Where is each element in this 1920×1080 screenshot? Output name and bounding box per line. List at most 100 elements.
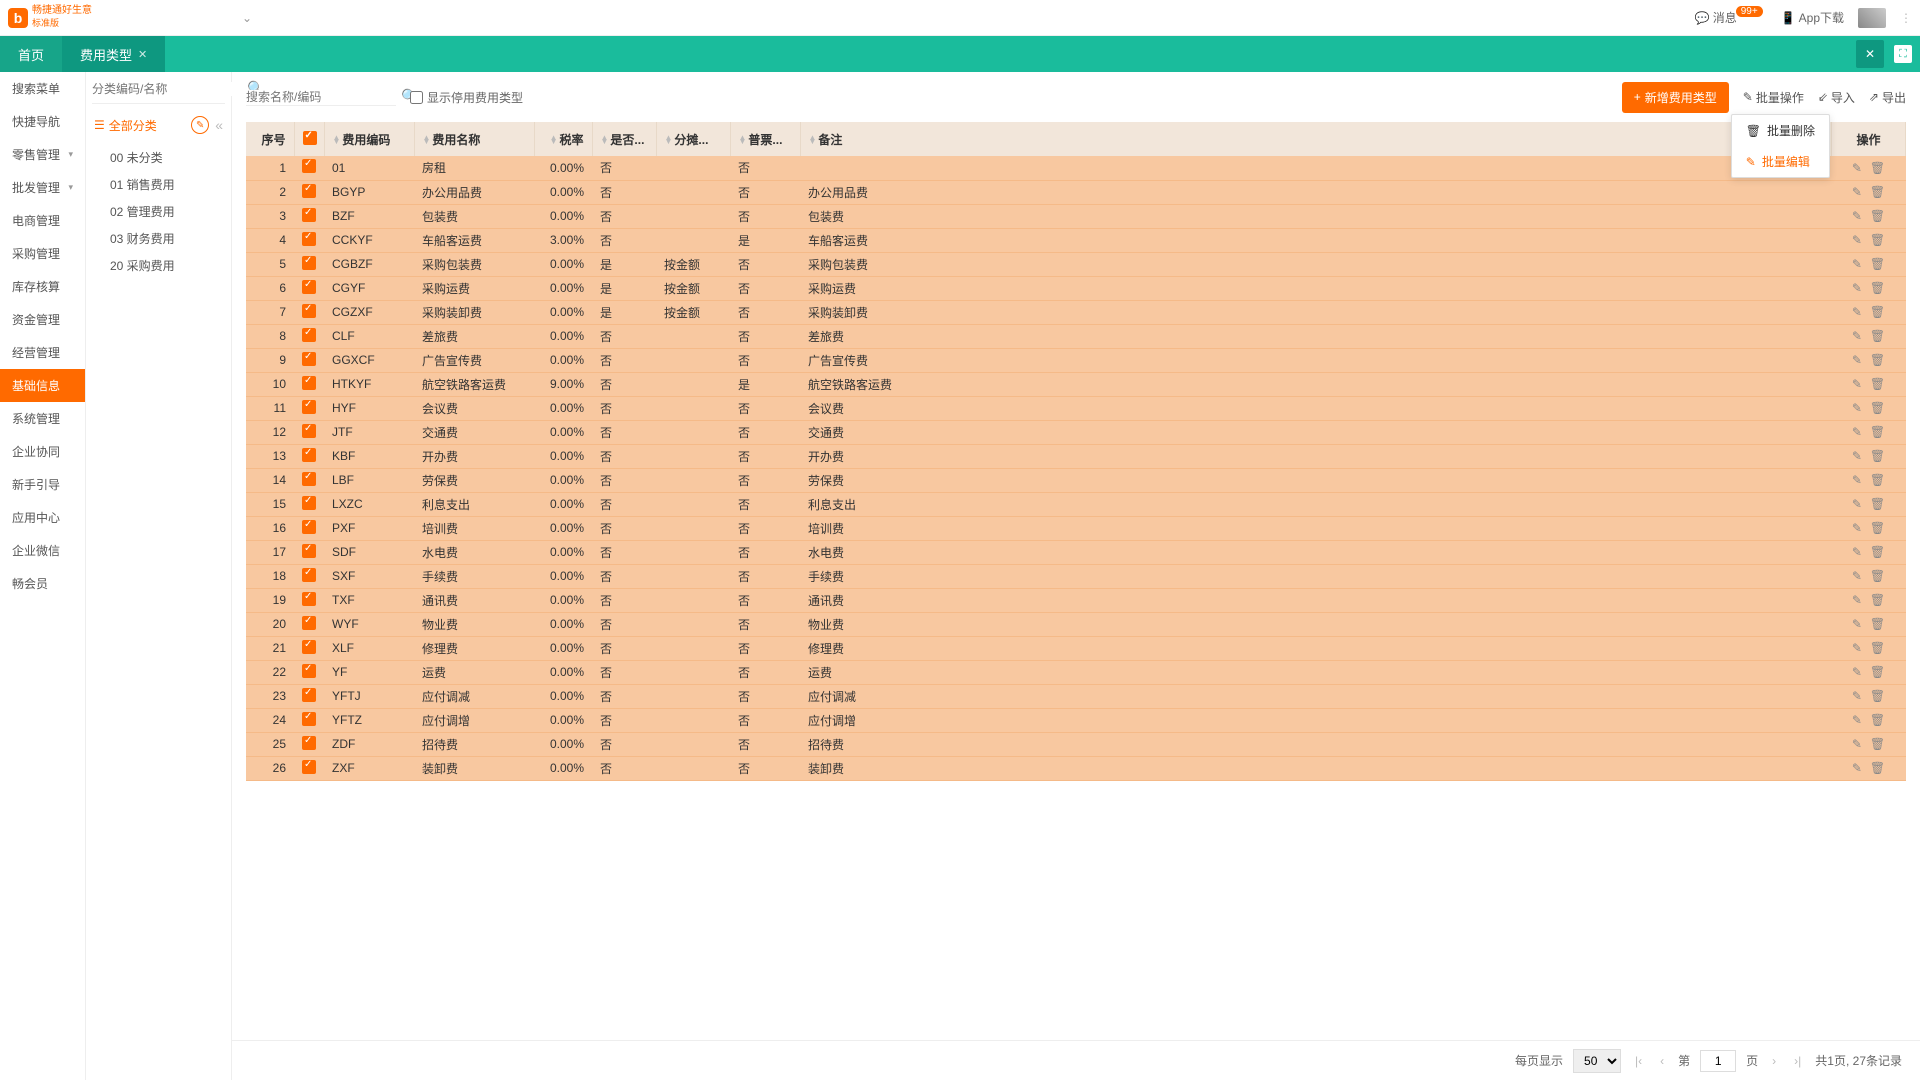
row-checkbox[interactable] xyxy=(302,304,316,318)
edit-row-icon[interactable]: ✎ xyxy=(1852,689,1862,703)
cell-checkbox[interactable] xyxy=(294,660,324,684)
row-checkbox[interactable] xyxy=(302,208,316,222)
row-checkbox[interactable] xyxy=(302,592,316,606)
cell-checkbox[interactable] xyxy=(294,516,324,540)
per-page-select[interactable]: 50 xyxy=(1573,1049,1621,1073)
edit-row-icon[interactable]: ✎ xyxy=(1852,737,1862,751)
table-row[interactable]: 3BZF包装费0.00%否否包装费✎🗑 xyxy=(246,204,1906,228)
edit-row-icon[interactable]: ✎ xyxy=(1852,569,1862,583)
delete-row-icon[interactable]: 🗑 xyxy=(1870,401,1885,415)
add-expense-type-button[interactable]: + 新增费用类型 xyxy=(1622,82,1729,113)
edit-row-icon[interactable]: ✎ xyxy=(1852,305,1862,319)
table-row[interactable]: 17SDF水电费0.00%否否水电费✎🗑 xyxy=(246,540,1906,564)
tree-node[interactable]: 03 财务费用 xyxy=(92,225,225,252)
row-checkbox[interactable] xyxy=(302,496,316,510)
sidebar-item[interactable]: 批发管理▾ xyxy=(0,171,85,204)
tree-node[interactable]: 00 未分类 xyxy=(92,144,225,171)
cell-checkbox[interactable] xyxy=(294,564,324,588)
edit-row-icon[interactable]: ✎ xyxy=(1852,545,1862,559)
company-selector[interactable]: ⌄ xyxy=(116,11,252,25)
first-page-button[interactable]: |‹ xyxy=(1631,1054,1646,1068)
row-checkbox[interactable] xyxy=(302,280,316,294)
cell-checkbox[interactable] xyxy=(294,708,324,732)
edit-row-icon[interactable]: ✎ xyxy=(1852,281,1862,295)
cell-checkbox[interactable] xyxy=(294,372,324,396)
row-checkbox[interactable] xyxy=(302,760,316,774)
table-row[interactable]: 2BGYP办公用品费0.00%否否办公用品费✎🗑 xyxy=(246,180,1906,204)
edit-row-icon[interactable]: ✎ xyxy=(1852,641,1862,655)
table-row[interactable]: 16PXF培训费0.00%否否培训费✎🗑 xyxy=(246,516,1906,540)
row-checkbox[interactable] xyxy=(302,568,316,582)
download-button[interactable]: 📱 App下载 xyxy=(1781,9,1844,26)
row-checkbox[interactable] xyxy=(302,640,316,654)
cell-checkbox[interactable] xyxy=(294,588,324,612)
sidebar-item[interactable]: 搜索菜单 xyxy=(0,72,85,105)
row-checkbox[interactable] xyxy=(302,232,316,246)
edit-row-icon[interactable]: ✎ xyxy=(1852,473,1862,487)
edit-row-icon[interactable]: ✎ xyxy=(1852,329,1862,343)
tree-node[interactable]: 20 采购费用 xyxy=(92,252,225,279)
table-row[interactable]: 10HTKYF航空铁路客运费9.00%否是航空铁路客运费✎🗑 xyxy=(246,372,1906,396)
sidebar-item[interactable]: 电商管理 xyxy=(0,204,85,237)
col-bool2[interactable]: ▲▼普票... xyxy=(730,122,800,156)
row-checkbox[interactable] xyxy=(302,736,316,750)
delete-row-icon[interactable]: 🗑 xyxy=(1870,689,1885,703)
table-row[interactable]: 13KBF开办费0.00%否否开办费✎🗑 xyxy=(246,444,1906,468)
table-row[interactable]: 21XLF修理费0.00%否否修理费✎🗑 xyxy=(246,636,1906,660)
row-checkbox[interactable] xyxy=(302,352,316,366)
table-row[interactable]: 14LBF劳保费0.00%否否劳保费✎🗑 xyxy=(246,468,1906,492)
table-row[interactable]: 101房租0.00%否否✎🗑 xyxy=(246,156,1906,180)
batch-delete-item[interactable]: 🗑 批量删除 xyxy=(1732,115,1829,146)
delete-row-icon[interactable]: 🗑 xyxy=(1870,281,1885,295)
select-all-checkbox[interactable] xyxy=(303,131,317,145)
import-button[interactable]: ⇙ 导入 xyxy=(1818,89,1855,106)
sidebar-item[interactable]: 零售管理▾ xyxy=(0,138,85,171)
table-row[interactable]: 18SXF手续费0.00%否否手续费✎🗑 xyxy=(246,564,1906,588)
avatar[interactable] xyxy=(1858,8,1886,28)
cell-checkbox[interactable] xyxy=(294,228,324,252)
sidebar-item[interactable]: 企业协同 xyxy=(0,435,85,468)
delete-row-icon[interactable]: 🗑 xyxy=(1870,377,1885,391)
collapse-panel-icon[interactable]: « xyxy=(215,117,223,133)
table-row[interactable]: 23YFTJ应付调减0.00%否否应付调减✎🗑 xyxy=(246,684,1906,708)
messages-button[interactable]: 💬 消息 99+ xyxy=(1695,9,1767,26)
export-button[interactable]: ⇗ 导出 xyxy=(1869,89,1906,106)
col-name[interactable]: ▲▼费用名称 xyxy=(414,122,534,156)
col-code[interactable]: ▲▼费用编码 xyxy=(324,122,414,156)
row-checkbox[interactable] xyxy=(302,256,316,270)
edit-row-icon[interactable]: ✎ xyxy=(1852,377,1862,391)
sidebar-item[interactable]: 基础信息 xyxy=(0,369,85,402)
delete-row-icon[interactable]: 🗑 xyxy=(1870,569,1885,583)
row-checkbox[interactable] xyxy=(302,424,316,438)
edit-row-icon[interactable]: ✎ xyxy=(1852,665,1862,679)
cell-checkbox[interactable] xyxy=(294,204,324,228)
row-checkbox[interactable] xyxy=(302,544,316,558)
tab-home[interactable]: 首页 xyxy=(0,36,62,72)
table-row[interactable]: 5CGBZF采购包装费0.00%是按金额否采购包装费✎🗑 xyxy=(246,252,1906,276)
tree-root[interactable]: ☰ 全部分类 xyxy=(94,117,157,134)
delete-row-icon[interactable]: 🗑 xyxy=(1870,425,1885,439)
cell-checkbox[interactable] xyxy=(294,156,324,180)
more-icon[interactable]: ⋮ xyxy=(1900,11,1912,25)
cell-checkbox[interactable] xyxy=(294,732,324,756)
sidebar-item[interactable]: 新手引导 xyxy=(0,468,85,501)
table-row[interactable]: 19TXF通讯费0.00%否否通讯费✎🗑 xyxy=(246,588,1906,612)
edit-row-icon[interactable]: ✎ xyxy=(1852,425,1862,439)
col-checkbox[interactable] xyxy=(294,122,324,156)
row-checkbox[interactable] xyxy=(302,664,316,678)
delete-row-icon[interactable]: 🗑 xyxy=(1870,185,1885,199)
table-row[interactable]: 8CLF差旅费0.00%否否差旅费✎🗑 xyxy=(246,324,1906,348)
table-wrap[interactable]: 序号 ▲▼费用编码 ▲▼费用名称 ▲▼税率 ▲▼是否... ▲▼分摊... ▲▼… xyxy=(232,122,1920,1040)
sidebar-item[interactable]: 采购管理 xyxy=(0,237,85,270)
edit-categories-button[interactable]: ✎ xyxy=(191,116,209,134)
edit-row-icon[interactable]: ✎ xyxy=(1852,257,1862,271)
row-checkbox[interactable] xyxy=(302,688,316,702)
page-input[interactable] xyxy=(1700,1050,1736,1072)
tree-search-input[interactable] xyxy=(92,82,247,96)
delete-row-icon[interactable]: 🗑 xyxy=(1870,761,1885,775)
row-checkbox[interactable] xyxy=(302,328,316,342)
row-checkbox[interactable] xyxy=(302,616,316,630)
fullscreen-icon[interactable]: ⛶ xyxy=(1894,45,1912,63)
table-row[interactable]: 26ZXF装卸费0.00%否否装卸费✎🗑 xyxy=(246,756,1906,780)
search-input[interactable] xyxy=(246,90,401,104)
